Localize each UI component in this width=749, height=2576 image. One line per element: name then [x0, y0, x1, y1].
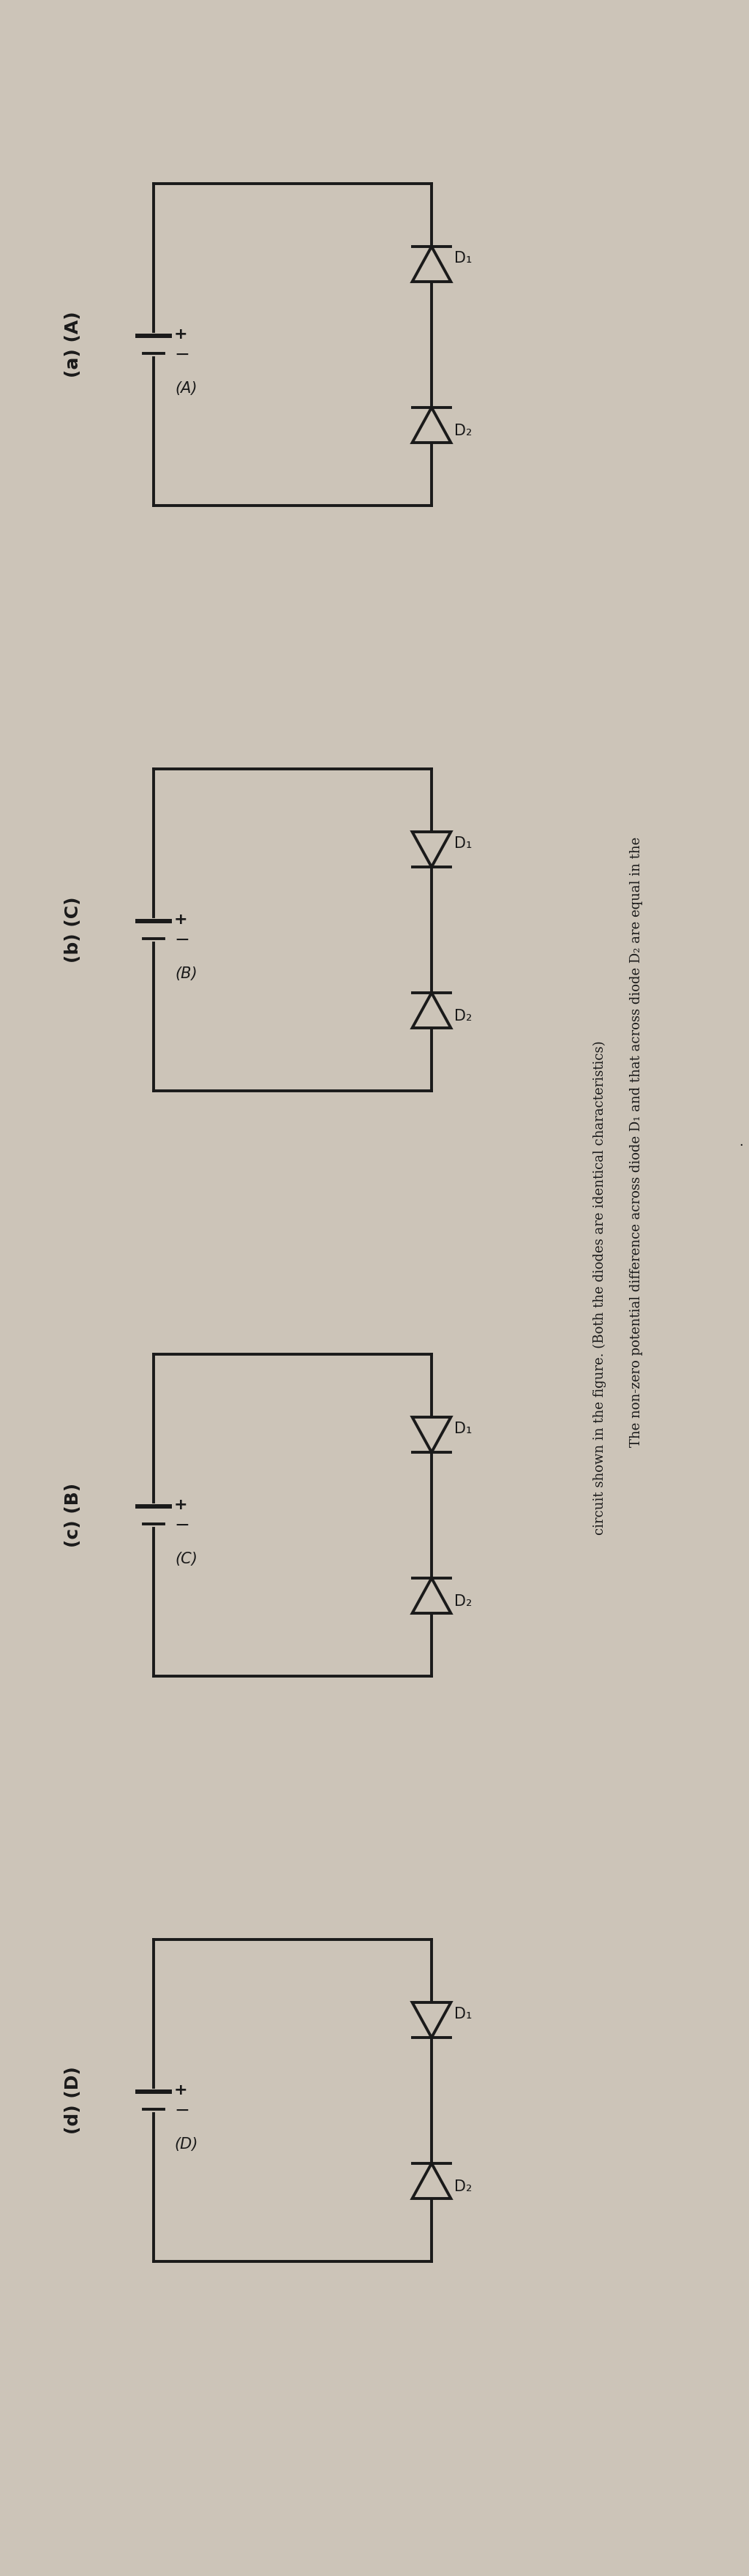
Text: (d) (D): (d) (D) [64, 2066, 82, 2136]
Text: +: + [174, 327, 188, 343]
Text: (a) (A): (a) (A) [64, 312, 82, 379]
Text: −: − [174, 345, 189, 363]
Text: D₁: D₁ [455, 2007, 472, 2022]
Text: −: − [174, 2102, 189, 2120]
Text: (B): (B) [175, 966, 198, 981]
Text: +: + [174, 2084, 188, 2097]
Text: (b) (C): (b) (C) [64, 896, 82, 963]
Text: D₁: D₁ [455, 1422, 472, 1437]
Text: (c) (B): (c) (B) [64, 1484, 82, 1548]
Text: (D): (D) [175, 2138, 198, 2151]
Text: D₂: D₂ [455, 422, 473, 438]
Text: .: . [732, 1136, 746, 1146]
Text: (C): (C) [175, 1551, 198, 1566]
Text: +: + [174, 1497, 188, 1512]
Text: D₂: D₂ [455, 1010, 473, 1023]
Text: D₁: D₁ [455, 250, 472, 265]
Text: D₂: D₂ [455, 1595, 473, 1610]
Text: (A): (A) [175, 381, 198, 397]
Text: −: − [174, 933, 189, 948]
Text: −: − [174, 1517, 189, 1535]
Text: D₁: D₁ [455, 837, 472, 850]
Text: +: + [174, 912, 188, 927]
Text: D₂: D₂ [455, 2179, 473, 2195]
Text: The non-zero potential difference across diode D₁ and that across diode D₂ are e: The non-zero potential difference across… [630, 837, 643, 1448]
Text: circuit shown in the figure. (Both the diodes are identical characteristics): circuit shown in the figure. (Both the d… [593, 1041, 607, 1535]
